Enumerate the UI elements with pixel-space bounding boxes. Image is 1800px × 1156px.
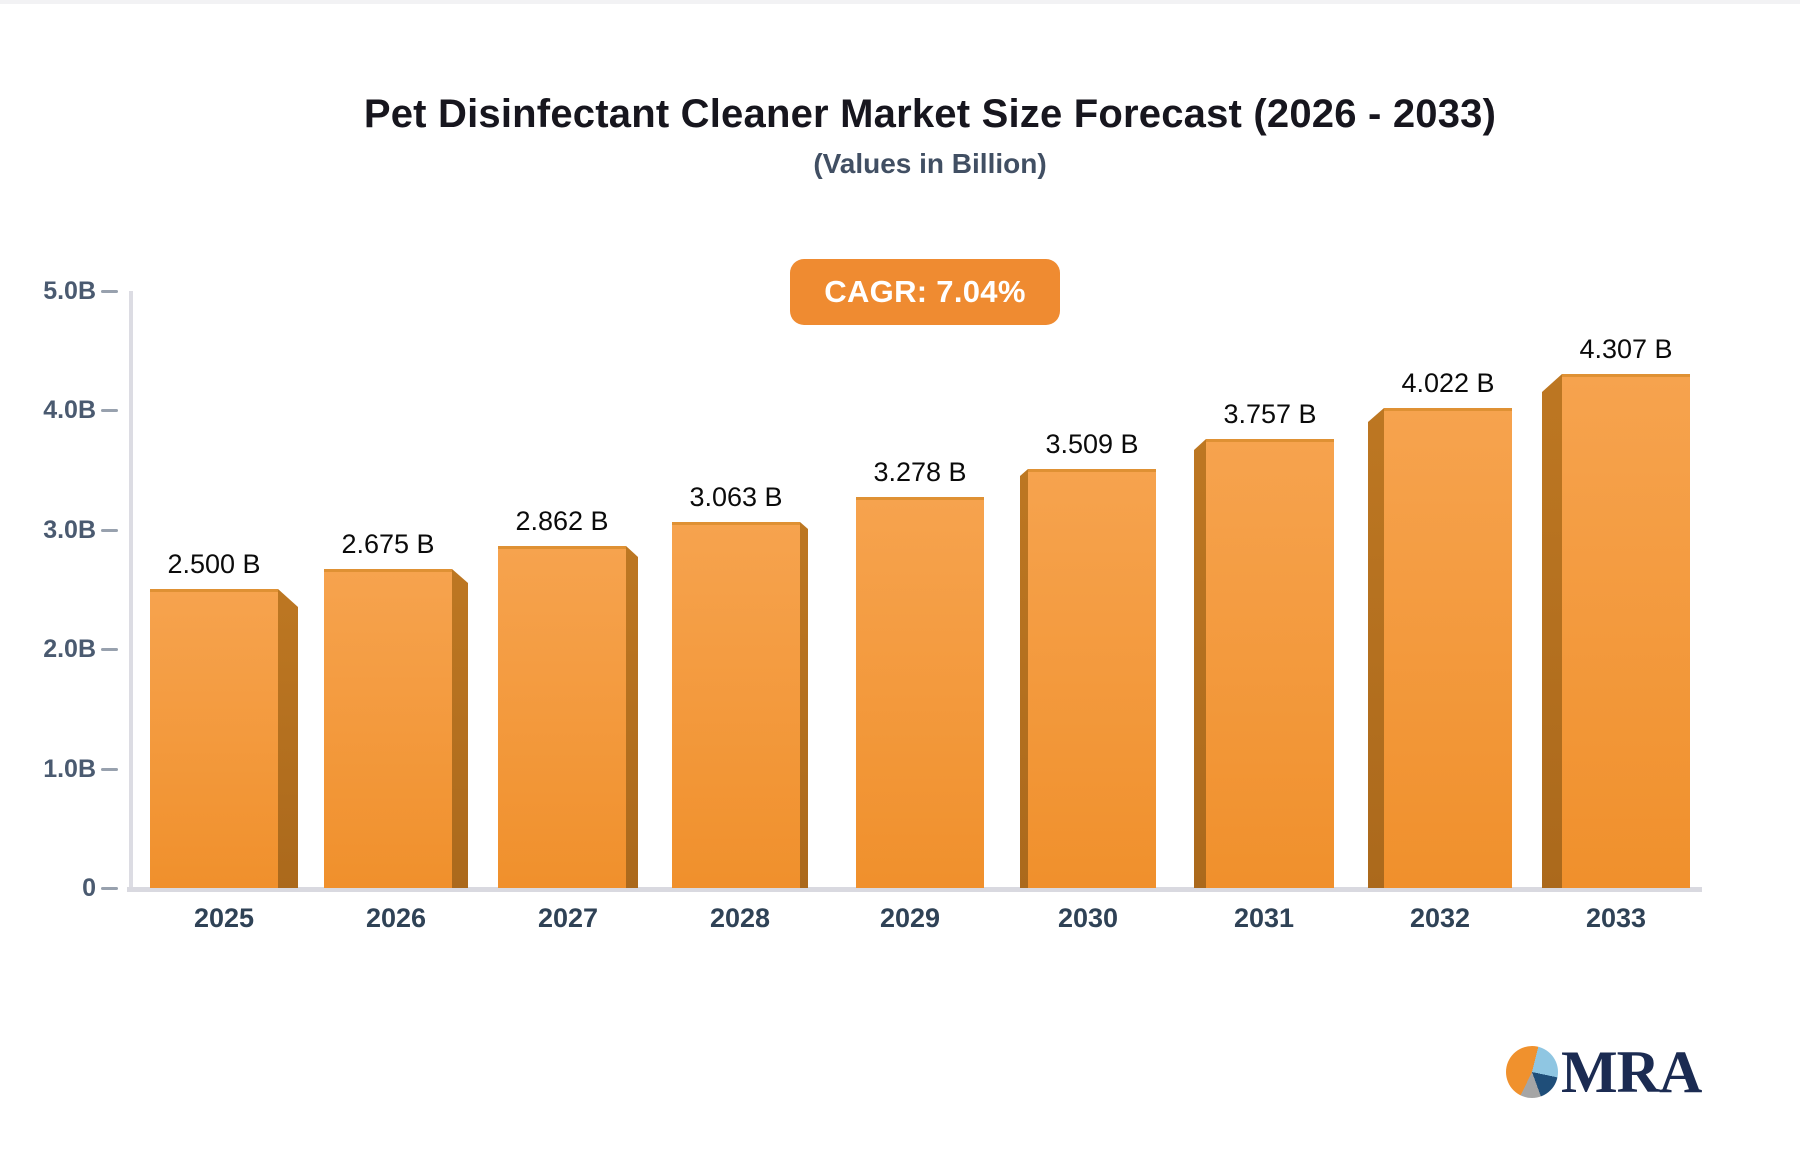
cagr-badge: CAGR: 7.04%: [790, 259, 1060, 325]
x-axis-label-2031: 2031: [1233, 903, 1295, 933]
y-tick-label: 2.0B: [43, 635, 96, 664]
x-axis-label-2030: 2030: [1057, 903, 1119, 933]
bar-2032: [1384, 408, 1512, 888]
y-tick-mark: [101, 767, 118, 771]
bar-2030-side-face: [1020, 469, 1028, 888]
x-axis-label-2025: 2025: [193, 903, 255, 933]
bar-2027: [498, 546, 626, 888]
bar-2032-side-face: [1368, 408, 1384, 888]
y-tick-label: 0: [82, 874, 96, 902]
y-tick-label: 4.0B: [43, 396, 96, 425]
x-axis-label-2032: 2032: [1409, 903, 1471, 933]
bar-value-label: 3.757 B: [1223, 399, 1317, 429]
bar-value-label: 3.063 B: [689, 482, 783, 512]
bar-2025-side-face: [278, 589, 298, 888]
x-axis-label-2027: 2027: [537, 903, 599, 933]
bar-2027-side-face: [626, 546, 638, 888]
bar-2033-side-face: [1542, 374, 1562, 888]
mra-logo: MRA: [1506, 1039, 1702, 1105]
bar-2030: [1028, 469, 1156, 888]
y-tick-mark: [101, 887, 118, 890]
top-border-strip: [0, 0, 1800, 4]
bar-2026: [324, 569, 452, 888]
bar-2031-side-face: [1194, 439, 1206, 888]
bar-value-label: 2.862 B: [515, 506, 609, 536]
bar-2031: [1206, 439, 1334, 888]
y-axis-line: [129, 291, 133, 889]
bar-value-label: 3.278 B: [873, 457, 967, 487]
bar-value-label: 2.500 B: [167, 549, 261, 579]
mra-logo-text: MRA: [1561, 1039, 1702, 1105]
mra-logo-pie-icon: [1506, 1046, 1558, 1098]
x-axis-label-2028: 2028: [709, 903, 771, 933]
bar-value-label: 4.022 B: [1401, 368, 1495, 398]
y-tick-label: 3.0B: [43, 515, 96, 544]
y-tick-label: 1.0B: [43, 754, 96, 783]
x-axis-label-2029: 2029: [879, 903, 941, 933]
x-axis-label-2026: 2026: [365, 903, 427, 933]
x-axis-label-2033: 2033: [1585, 903, 1647, 933]
bar-2025: [150, 589, 278, 888]
y-tick-mark: [101, 290, 118, 293]
bar-2033: [1562, 374, 1690, 888]
y-tick-mark: [101, 409, 118, 413]
x-axis-baseline: [127, 887, 1702, 892]
bar-2028: [672, 522, 800, 888]
chart-subtitle: (Values in Billion): [813, 148, 1047, 179]
y-tick-mark: [101, 648, 118, 652]
bar-2028-side-face: [800, 522, 808, 888]
y-tick-label: 5.0B: [43, 277, 96, 305]
bar-value-label: 4.307 B: [1579, 334, 1673, 364]
bar-2026-side-face: [452, 569, 468, 888]
chart-title: Pet Disinfectant Cleaner Market Size For…: [363, 92, 1497, 136]
bar-value-label: 3.509 B: [1045, 429, 1139, 459]
bar-2029: [856, 497, 984, 888]
bar-value-label: 2.675 B: [341, 529, 435, 559]
y-tick-mark: [101, 528, 118, 532]
